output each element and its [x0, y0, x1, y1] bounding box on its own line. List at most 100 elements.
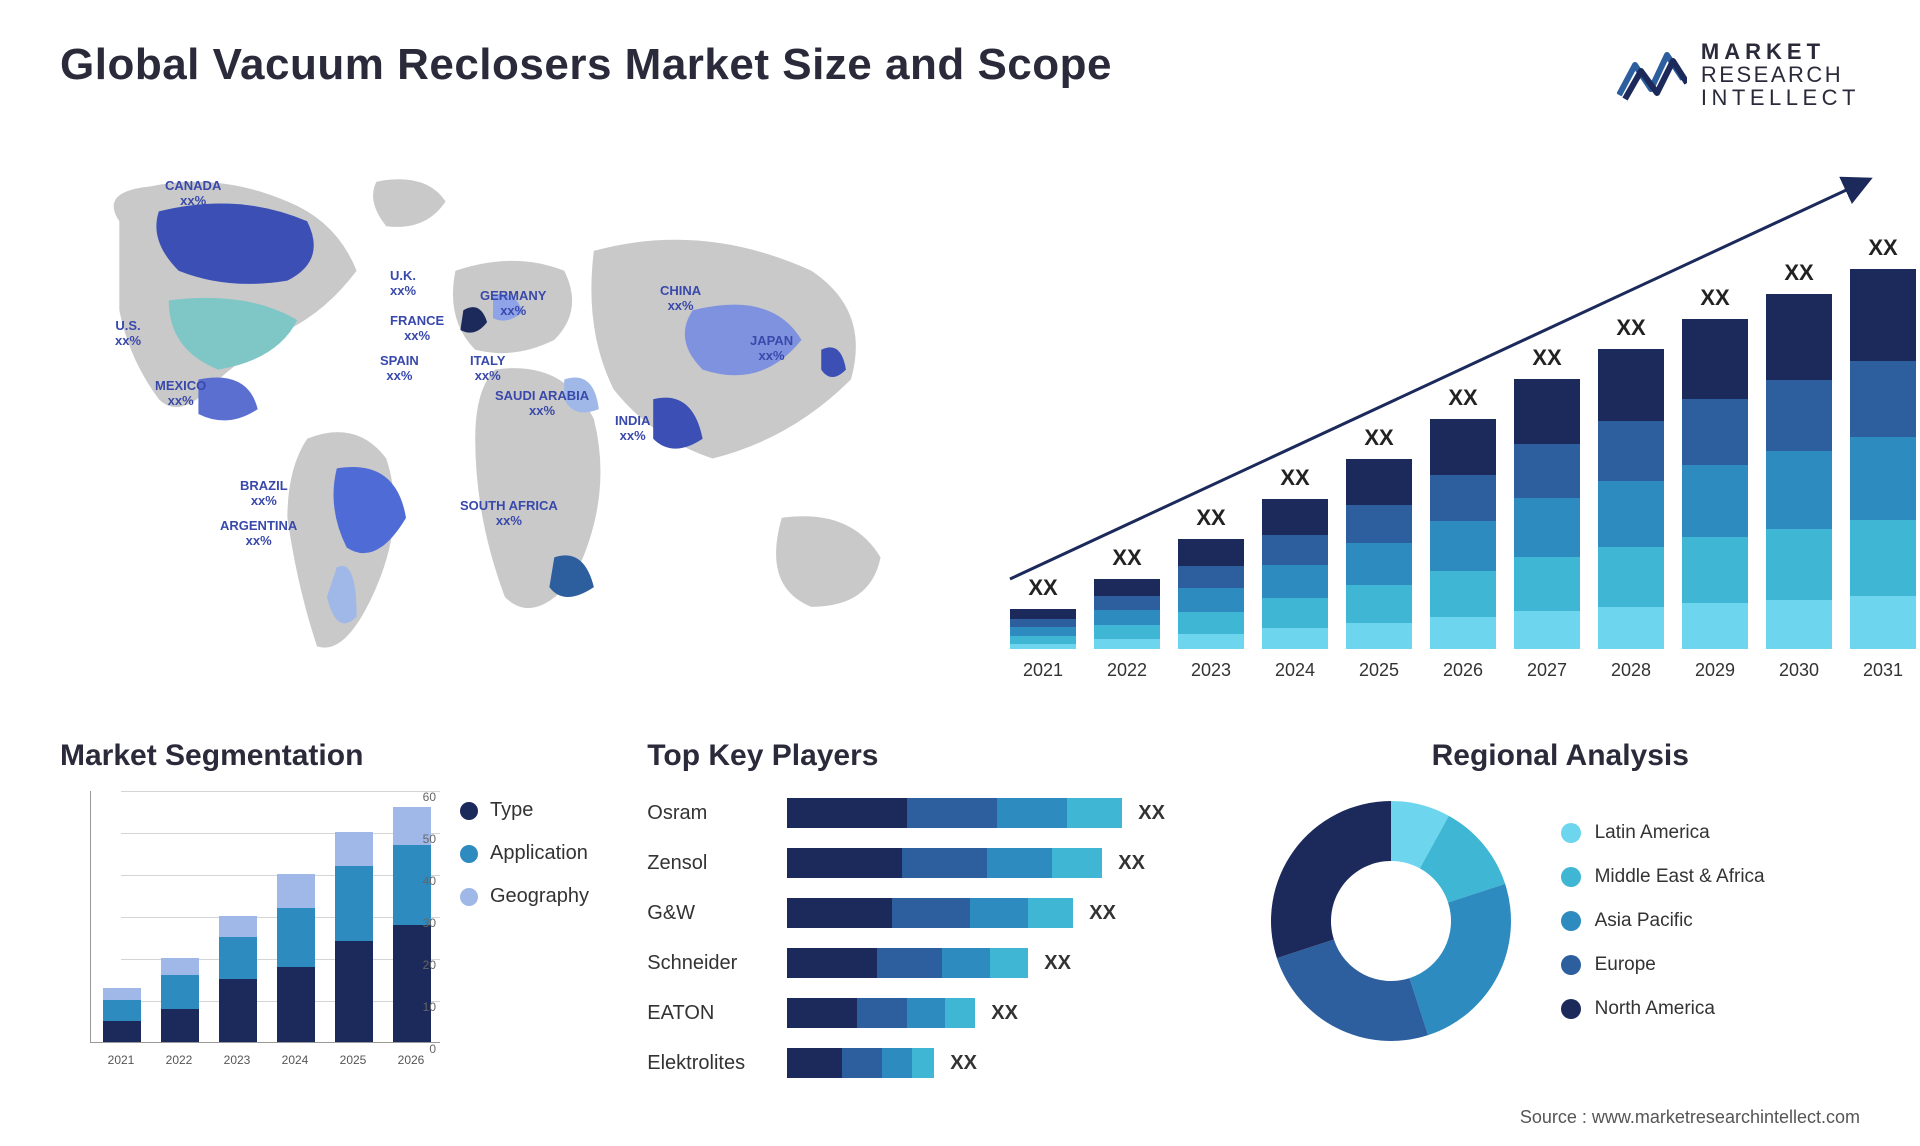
seg-ytick: 30	[423, 916, 436, 930]
kp-value: XX	[1089, 902, 1116, 925]
map-label-germany: GERMANYxx%	[480, 289, 546, 319]
logo-icon	[1617, 45, 1687, 105]
kp-row: Schneider XX	[647, 941, 1220, 985]
brand-logo: MARKET RESEARCH INTELLECT	[1617, 40, 1860, 109]
growth-xlabel: 2027	[1514, 660, 1580, 681]
growth-bar-2027	[1514, 379, 1580, 649]
seg-bar-2021	[103, 988, 141, 1043]
logo-line3: INTELLECT	[1701, 86, 1860, 109]
growth-xlabel: 2025	[1346, 660, 1412, 681]
seg-xlabel: 2025	[334, 1053, 372, 1067]
world-map: CANADAxx% U.S.xx% MEXICOxx% BRAZILxx% ARGENT…	[60, 149, 930, 689]
seg-xlabel: 2022	[160, 1053, 198, 1067]
kp-name: Zensol	[647, 852, 787, 875]
kp-row: Elektrolites XX	[647, 1041, 1220, 1085]
growth-xlabel: 2031	[1850, 660, 1916, 681]
kp-value: XX	[991, 1002, 1018, 1025]
segmentation-chart: 0102030405060202120222023202420252026	[60, 791, 440, 1071]
growth-value-label: XX	[1010, 575, 1076, 601]
growth-bar-2028	[1598, 349, 1664, 649]
seg-xlabel: 2023	[218, 1053, 256, 1067]
source-label: Source : www.marketresearchintellect.com	[1520, 1107, 1860, 1128]
growth-bar-2023	[1178, 539, 1244, 649]
kp-bar	[787, 798, 1122, 828]
kp-name: Elektrolites	[647, 1052, 787, 1075]
donut-legend-item: Latin America	[1561, 822, 1765, 844]
kp-bar	[787, 848, 1102, 878]
seg-xlabel: 2026	[392, 1053, 430, 1067]
seg-bar-2024	[277, 874, 315, 1042]
kp-bar	[787, 1048, 934, 1078]
regional-panel: Regional Analysis Latin America Middle Ea…	[1261, 739, 1860, 1099]
seg-legend-item: Application	[460, 842, 589, 865]
growth-value-label: XX	[1850, 235, 1916, 261]
segmentation-title: Market Segmentation	[60, 739, 607, 773]
kp-bar	[787, 898, 1073, 928]
map-label-france: FRANCExx%	[390, 314, 444, 344]
map-label-brazil: BRAZILxx%	[240, 479, 288, 509]
key-players-panel: Top Key Players OsramXXZensolXXG&WXXSchn…	[647, 739, 1220, 1099]
map-label-spain: SPAINxx%	[380, 354, 419, 384]
kp-row: OsramXX	[647, 791, 1220, 835]
map-label-china: CHINAxx%	[660, 284, 701, 314]
kp-bar	[787, 998, 975, 1028]
growth-xlabel: 2026	[1430, 660, 1496, 681]
seg-legend-item: Type	[460, 799, 589, 822]
growth-xlabel: 2028	[1598, 660, 1664, 681]
donut-legend-item: North America	[1561, 998, 1765, 1020]
regional-legend: Latin AmericaMiddle East & AfricaAsia Pa…	[1561, 822, 1765, 1020]
regional-title: Regional Analysis	[1261, 739, 1860, 773]
donut-slice	[1271, 801, 1391, 958]
map-label-argentina: ARGENTINAxx%	[220, 519, 297, 549]
growth-bar-2024	[1262, 499, 1328, 649]
kp-row: EATON XX	[647, 991, 1220, 1035]
growth-bar-2021	[1010, 609, 1076, 649]
map-label-safrica: SOUTH AFRICAxx%	[460, 499, 558, 529]
seg-ytick: 50	[423, 832, 436, 846]
growth-bar-2026	[1430, 419, 1496, 649]
growth-bar-2025	[1346, 459, 1412, 649]
growth-value-label: XX	[1514, 345, 1580, 371]
map-label-us: U.S.xx%	[115, 319, 141, 349]
growth-value-label: XX	[1682, 285, 1748, 311]
key-players-title: Top Key Players	[647, 739, 1220, 773]
seg-ytick: 20	[423, 958, 436, 972]
seg-xlabel: 2021	[102, 1053, 140, 1067]
kp-row: G&W XX	[647, 891, 1220, 935]
donut-legend-item: Middle East & Africa	[1561, 866, 1765, 888]
segmentation-panel: Market Segmentation 01020304050602021202…	[60, 739, 607, 1099]
logo-line1: MARKET	[1701, 40, 1860, 63]
map-label-canada: CANADAxx%	[165, 179, 221, 209]
growth-chart: 2021XX2022XX2023XX2024XX2025XX2026XX2027…	[990, 149, 1860, 689]
kp-name: EATON	[647, 1002, 787, 1025]
growth-value-label: XX	[1262, 465, 1328, 491]
map-label-india: INDIAxx%	[615, 414, 650, 444]
segmentation-legend: Type Application Geography	[460, 799, 589, 908]
growth-value-label: XX	[1430, 385, 1496, 411]
kp-value: XX	[1044, 952, 1071, 975]
growth-xlabel: 2023	[1178, 660, 1244, 681]
growth-xlabel: 2029	[1682, 660, 1748, 681]
growth-xlabel: 2024	[1262, 660, 1328, 681]
donut-legend-item: Europe	[1561, 954, 1765, 976]
kp-bar	[787, 948, 1028, 978]
seg-ytick: 0	[429, 1042, 436, 1056]
key-players-chart: OsramXXZensolXXG&WXXSchneiderXXEATONXXEl…	[647, 791, 1220, 1085]
kp-value: XX	[950, 1052, 977, 1075]
growth-bar-2022	[1094, 579, 1160, 649]
page-title: Global Vacuum Reclosers Market Size and …	[60, 40, 1112, 90]
growth-value-label: XX	[1178, 505, 1244, 531]
growth-xlabel: 2030	[1766, 660, 1832, 681]
kp-name: G&W	[647, 902, 787, 925]
map-label-mexico: MEXICOxx%	[155, 379, 206, 409]
kp-row: Zensol XX	[647, 841, 1220, 885]
kp-value: XX	[1118, 852, 1145, 875]
kp-name: Schneider	[647, 952, 787, 975]
logo-line2: RESEARCH	[1701, 63, 1860, 86]
growth-xlabel: 2021	[1010, 660, 1076, 681]
donut-slice	[1409, 884, 1510, 1035]
growth-value-label: XX	[1094, 545, 1160, 571]
seg-xlabel: 2024	[276, 1053, 314, 1067]
growth-value-label: XX	[1598, 315, 1664, 341]
seg-legend-item: Geography	[460, 885, 589, 908]
